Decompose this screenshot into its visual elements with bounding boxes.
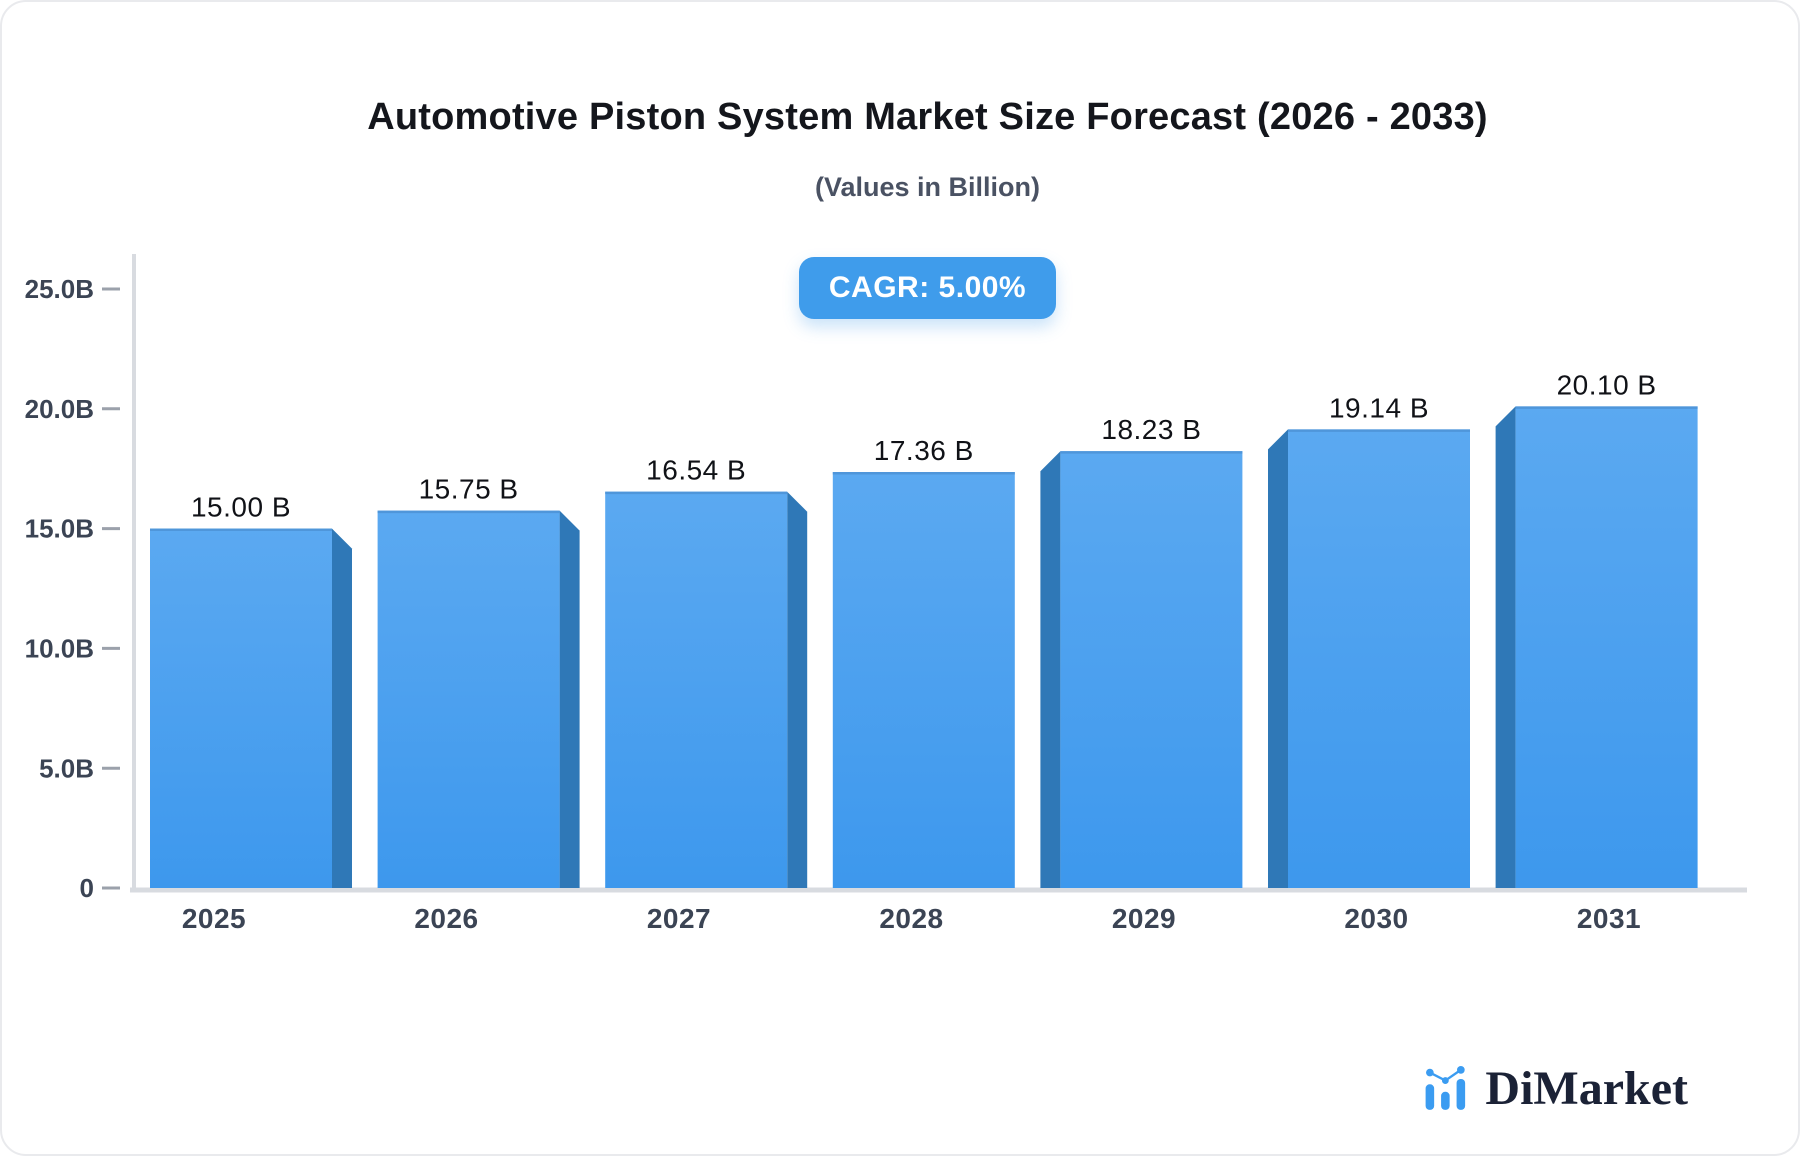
- y-axis-tick-label: 0: [80, 873, 94, 903]
- bar-side-face: [559, 510, 580, 888]
- bar-face: [1288, 429, 1470, 888]
- bar-2026: 15.75 B: [377, 474, 580, 888]
- x-axis-label: 2031: [1577, 903, 1641, 934]
- bar-2028: 17.36 B: [832, 435, 1015, 888]
- x-axis-label: 2030: [1344, 903, 1408, 934]
- bar-face: [1060, 451, 1243, 888]
- bar-face: [377, 510, 560, 888]
- cagr-badge-row: CAGR: 5.00%: [57, 257, 1798, 319]
- bar-2029: 18.23 B: [1040, 414, 1243, 888]
- bar-2027: 16.54 B: [605, 455, 808, 888]
- x-axis-label: 2028: [879, 903, 943, 934]
- bar-value-label: 18.23 B: [1101, 414, 1201, 445]
- x-axis-label: 2029: [1112, 903, 1176, 934]
- brand-logo: DiMarket: [1424, 1061, 1688, 1115]
- bar-value-label: 17.36 B: [874, 435, 974, 466]
- brand-name: DiMarket: [1485, 1061, 1688, 1115]
- bar-side-face: [332, 528, 352, 888]
- page-title: Automotive Piston System Market Size For…: [367, 96, 1488, 138]
- bar-2030: 19.14 B: [1268, 392, 1470, 888]
- y-axis-tick-label: 5.0B: [39, 753, 94, 783]
- x-axis-label: 2026: [414, 903, 478, 934]
- bar-face: [605, 491, 788, 888]
- bar-side-face: [787, 491, 808, 888]
- bar-value-label: 15.75 B: [419, 474, 519, 505]
- cagr-badge: CAGR: 5.00%: [798, 257, 1057, 319]
- bar-value-label: 20.10 B: [1557, 369, 1657, 400]
- bar-chart-logo-icon: [1426, 1066, 1466, 1110]
- y-axis-tick-label: 10.0B: [25, 634, 94, 664]
- chart-subtitle: (Values in Billion): [814, 172, 1041, 202]
- bar-side-face: [1495, 406, 1516, 888]
- bar-face: [832, 472, 1015, 888]
- y-axis-tick-label: 25.0B: [25, 274, 94, 304]
- x-axis-label: 2025: [182, 903, 246, 934]
- y-axis-tick-label: 20.0B: [25, 394, 94, 424]
- x-axis-label: 2027: [647, 903, 711, 934]
- bar-side-face: [1268, 429, 1288, 888]
- bar-2031: 20.10 B: [1495, 369, 1698, 888]
- bar-side-face: [1040, 451, 1061, 888]
- bar-face: [150, 528, 332, 888]
- bar-value-label: 16.54 B: [646, 455, 746, 486]
- bar-value-label: 19.14 B: [1329, 392, 1429, 423]
- bar-value-label: 15.00 B: [191, 492, 291, 523]
- bar-2025: 15.00 B: [150, 492, 352, 888]
- y-axis-tick-label: 15.0B: [25, 514, 94, 544]
- bar-face: [1515, 406, 1698, 888]
